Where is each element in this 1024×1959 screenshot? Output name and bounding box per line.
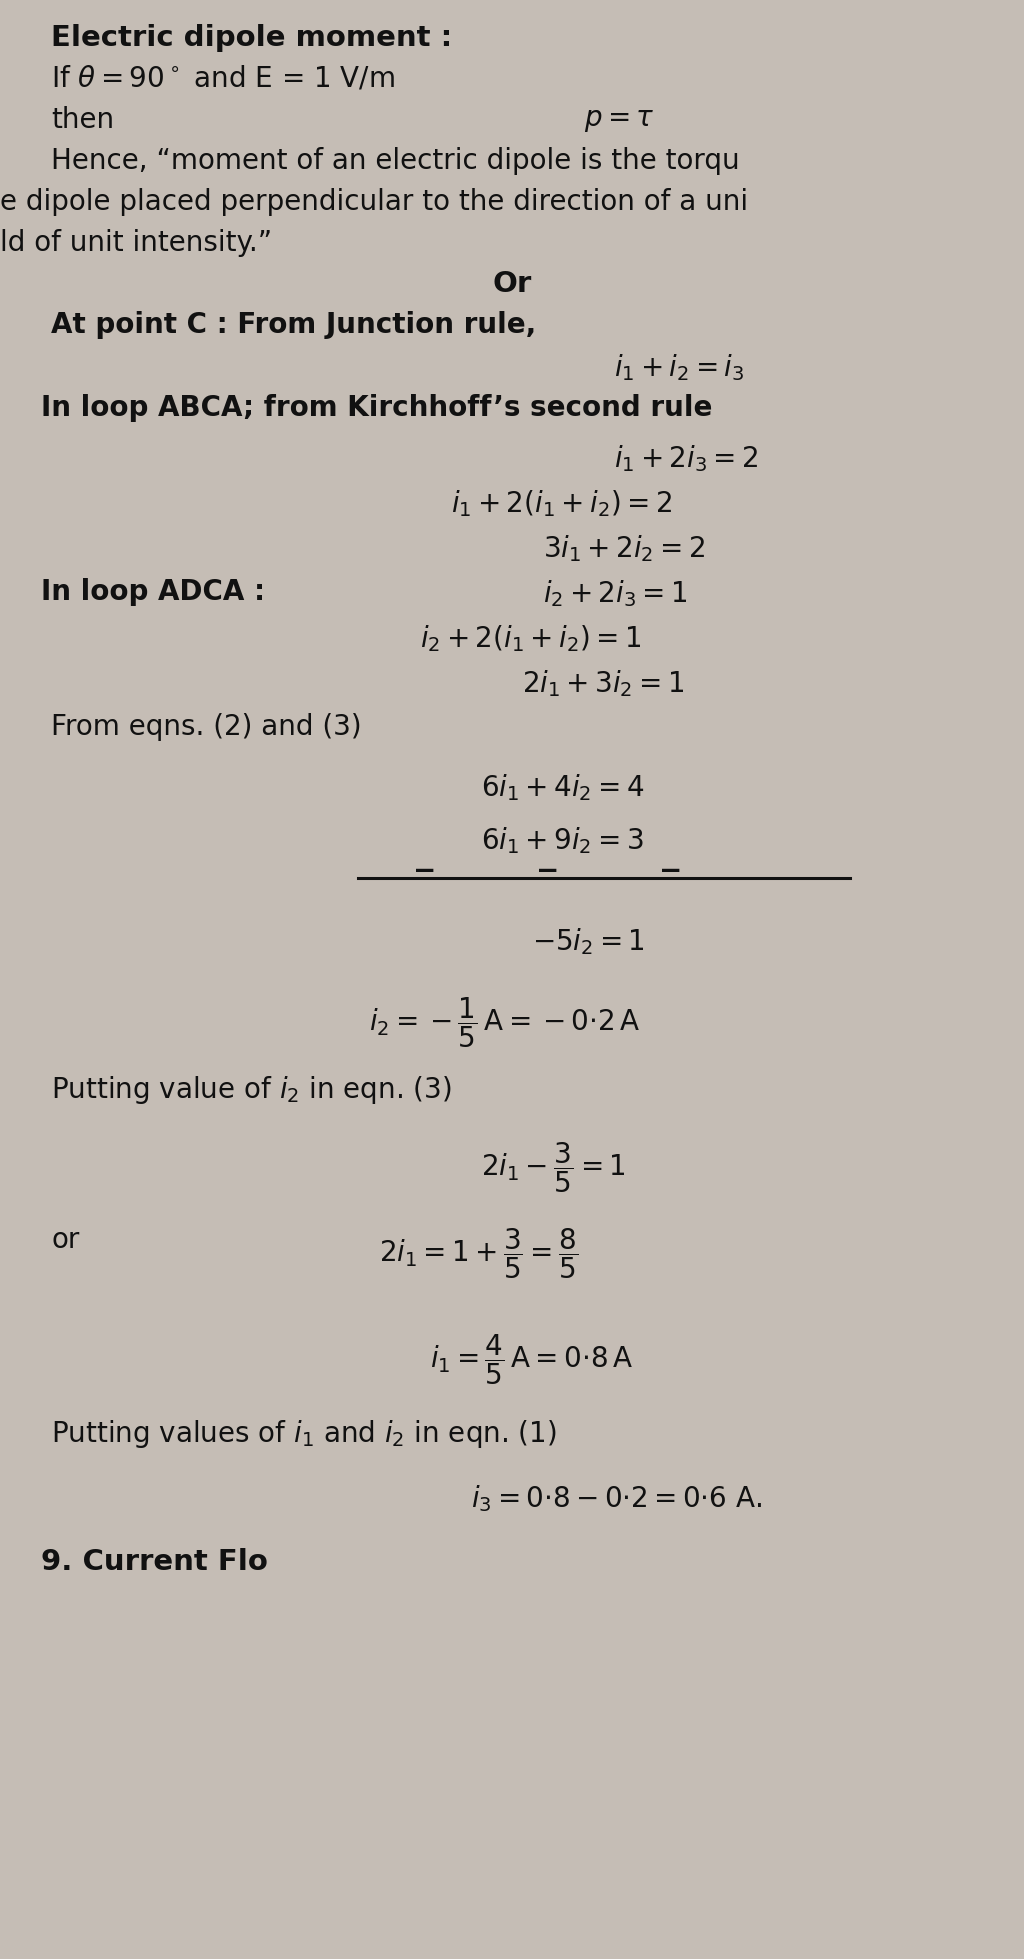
Text: −: − bbox=[537, 858, 559, 885]
Text: $2i_1 - \dfrac{3}{5} = 1$: $2i_1 - \dfrac{3}{5} = 1$ bbox=[481, 1140, 626, 1195]
Text: Putting values of $i_1$ and $i_2$ in eqn. (1): Putting values of $i_1$ and $i_2$ in eqn… bbox=[51, 1418, 557, 1450]
Text: Electric dipole moment :: Electric dipole moment : bbox=[51, 24, 453, 53]
Text: $2i_1 = 1 + \dfrac{3}{5} = \dfrac{8}{5}$: $2i_1 = 1 + \dfrac{3}{5} = \dfrac{8}{5}$ bbox=[379, 1226, 578, 1281]
Text: Putting value of $i_2$ in eqn. (3): Putting value of $i_2$ in eqn. (3) bbox=[51, 1074, 452, 1105]
Text: e dipole placed perpendicular to the direction of a uni: e dipole placed perpendicular to the dir… bbox=[0, 188, 749, 215]
Text: $i_2 + 2i_3 = 1$: $i_2 + 2i_3 = 1$ bbox=[543, 578, 687, 609]
Text: $i_1 + 2(i_1 + i_2) = 2$: $i_1 + 2(i_1 + i_2) = 2$ bbox=[451, 488, 672, 519]
Text: ld of unit intensity.”: ld of unit intensity.” bbox=[0, 229, 272, 257]
Text: Or: Or bbox=[493, 270, 531, 298]
Text: $i_2 = -\dfrac{1}{5}\,\mathrm{A} = -0{\cdot}2\,\mathrm{A}$: $i_2 = -\dfrac{1}{5}\,\mathrm{A} = -0{\c… bbox=[369, 995, 640, 1050]
Text: At point C : From Junction rule,: At point C : From Junction rule, bbox=[51, 311, 537, 339]
Text: $6i_1 + 4i_2 = 4$: $6i_1 + 4i_2 = 4$ bbox=[481, 772, 644, 803]
Text: or: or bbox=[51, 1226, 80, 1254]
Text: −: − bbox=[414, 858, 436, 885]
Text: From eqns. (2) and (3): From eqns. (2) and (3) bbox=[51, 713, 361, 741]
Text: $2i_1 + 3i_2 = 1$: $2i_1 + 3i_2 = 1$ bbox=[522, 668, 684, 699]
Text: $-5i_2 = 1$: $-5i_2 = 1$ bbox=[532, 927, 645, 958]
Text: $i_3 = 0{\cdot}8 - 0{\cdot}2 = 0{\cdot}6$ A.: $i_3 = 0{\cdot}8 - 0{\cdot}2 = 0{\cdot}6… bbox=[471, 1483, 762, 1514]
Text: $i_1 + 2i_3 = 2$: $i_1 + 2i_3 = 2$ bbox=[614, 443, 759, 474]
Text: then: then bbox=[51, 106, 115, 133]
Text: $i_1 + i_2 = i_3$: $i_1 + i_2 = i_3$ bbox=[614, 353, 744, 384]
Text: Hence, “moment of an electric dipole is the torqu: Hence, “moment of an electric dipole is … bbox=[51, 147, 739, 174]
Text: In loop ABCA; from Kirchhoff’s second rule: In loop ABCA; from Kirchhoff’s second ru… bbox=[41, 394, 713, 421]
Text: If $\theta = 90^\circ$ and E = 1 V/m: If $\theta = 90^\circ$ and E = 1 V/m bbox=[51, 65, 395, 92]
Text: $6i_1 + 9i_2 = 3$: $6i_1 + 9i_2 = 3$ bbox=[481, 825, 644, 856]
Text: 9. Current Flo: 9. Current Flo bbox=[41, 1548, 268, 1575]
Text: $i_2 + 2(i_1 + i_2) = 1$: $i_2 + 2(i_1 + i_2) = 1$ bbox=[420, 623, 641, 654]
Text: $p = \tau$: $p = \tau$ bbox=[584, 106, 654, 133]
Text: −: − bbox=[659, 858, 682, 885]
Text: $3i_1 + 2i_2 = 2$: $3i_1 + 2i_2 = 2$ bbox=[543, 533, 705, 564]
Text: In loop ADCA :: In loop ADCA : bbox=[41, 578, 265, 605]
Text: $i_1 = \dfrac{4}{5}\,\mathrm{A} = 0{\cdot}8\,\mathrm{A}$: $i_1 = \dfrac{4}{5}\,\mathrm{A} = 0{\cdo… bbox=[430, 1332, 633, 1387]
